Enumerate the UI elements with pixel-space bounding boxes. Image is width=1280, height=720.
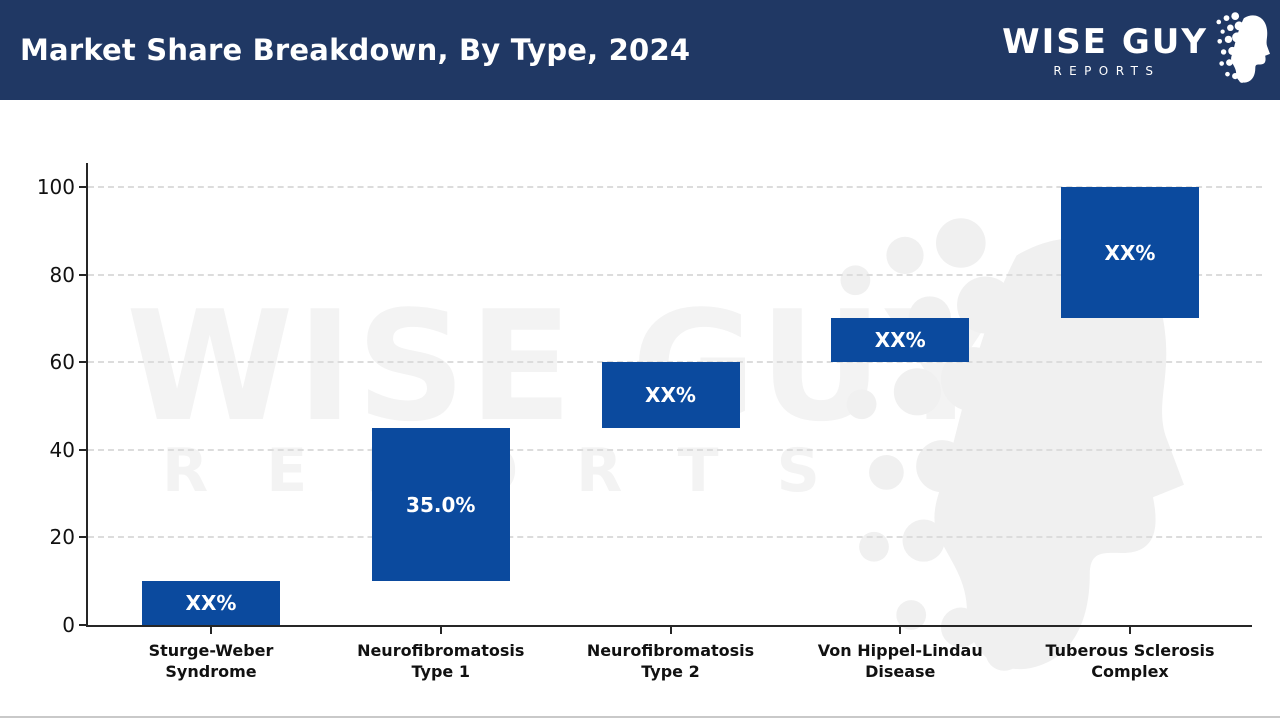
y-tick-mark [79,448,86,451]
x-category-label: Neurofibromatosis Type 1 [357,641,525,681]
x-category-label: Neurofibromatosis Type 2 [586,641,755,681]
bottom-border [0,716,1280,718]
bar-neurofibromatosis-type-1: 35.0% [371,427,510,582]
bar-neurofibromatosis-type-2: XX% [601,362,740,428]
logo-subtitle: REPORTS [1053,64,1161,78]
y-gridline [88,186,1262,188]
x-category-label: Tuberous Sclerosis Complex [1045,641,1215,681]
y-tick-mark [79,624,86,626]
x-tick-mark [669,627,672,634]
bar-value-label: XX% [645,383,696,408]
logo-text: WISE GUY REPORTS [1002,22,1208,78]
y-tick-mark [79,186,86,188]
y-tick-mark [79,273,86,276]
y-axis-line [86,163,88,627]
x-tick-mark [1129,627,1131,634]
y-tick-mark [79,361,86,364]
header-bar: Market Share Breakdown, By Type, 2024 WI… [0,0,1280,100]
y-tick-label: 0 [62,613,75,637]
dotted-head-icon [1216,12,1270,83]
y-gridline [88,536,1262,539]
wiseguy-logo: WISE GUY REPORTS [1002,8,1270,92]
y-tick-mark [79,536,86,539]
bar-tuberous-sclerosis-complex: XX% [1061,187,1199,319]
y-tick-label: 80 [49,262,75,287]
x-category-label: Sturge-Weber Syndrome [148,641,274,681]
y-tick-label: 100 [36,175,75,199]
bar-sturge-weber-syndrome: XX% [142,581,280,625]
y-tick-label: 60 [49,350,75,375]
y-gridline [88,448,1262,451]
x-tick-mark [439,627,442,634]
x-tick-mark [210,627,212,634]
chart-title: Market Share Breakdown, By Type, 2024 [20,33,691,67]
bar-value-label: XX% [1104,240,1156,265]
x-axis-line [86,625,1252,627]
bar-value-label: XX% [185,591,237,616]
x-tick-mark [899,627,902,634]
logo-wordmark: WISE GUY [1002,22,1208,62]
bar-value-label: 35.0% [406,492,476,517]
bar-von-hippel-lindau-disease: XX% [831,318,970,363]
y-tick-label: 20 [49,525,75,550]
y-gridline [88,273,1262,276]
bar-value-label: XX% [874,328,926,353]
y-tick-label: 40 [49,437,75,462]
x-category-label: Von Hippel-Lindau Disease [817,641,983,681]
